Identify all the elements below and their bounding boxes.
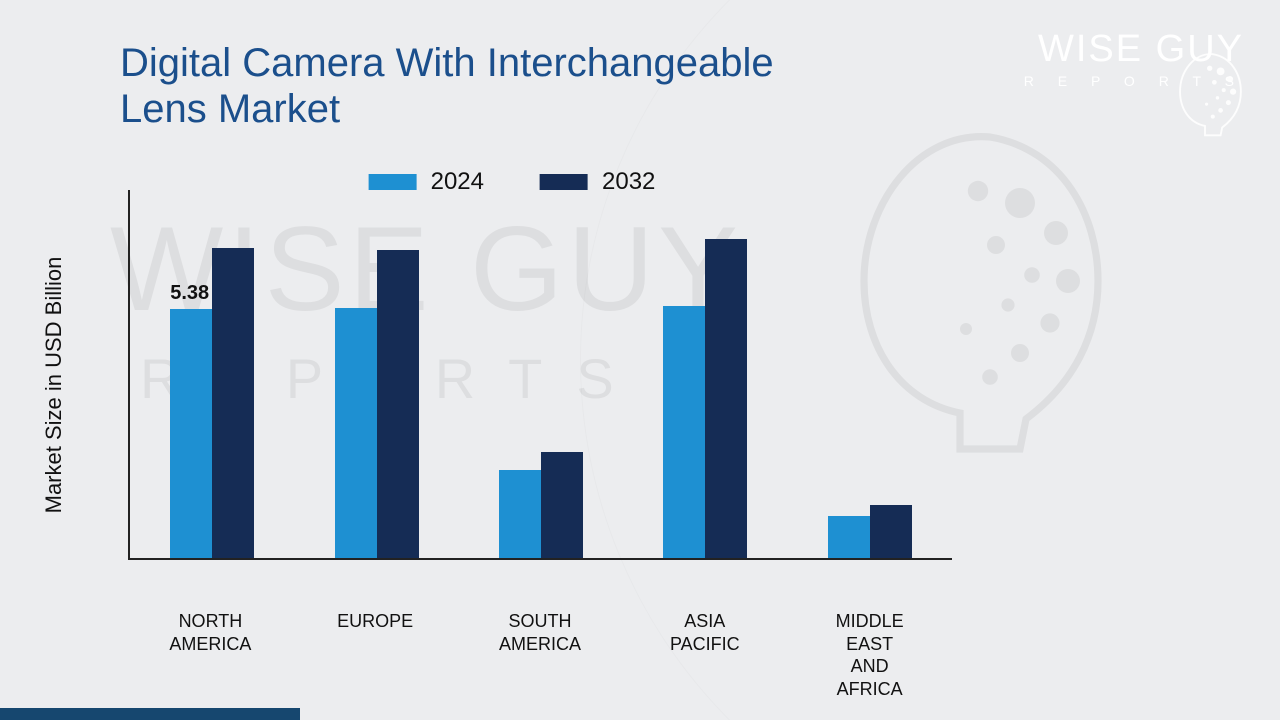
bar-series-b <box>870 505 912 558</box>
chart-title: Digital Camera With Interchangeable Lens… <box>120 40 840 132</box>
bar-chart: Market Size in USD Billion 2024 2032 5.3… <box>72 170 952 600</box>
legend-swatch-a <box>369 174 417 190</box>
bar-groups: 5.38 <box>130 190 952 558</box>
brand-logo: WISE GUY R E P O R T S <box>1024 28 1244 89</box>
bar-series-a <box>499 470 541 558</box>
x-axis-label: NORTH AMERICA <box>128 604 293 700</box>
bar-series-a <box>663 306 705 558</box>
x-axis-label: EUROPE <box>293 604 458 700</box>
legend-item-2032: 2032 <box>540 168 655 196</box>
bar-group: 5.38 <box>130 190 294 558</box>
bar-group <box>788 190 952 558</box>
bar-series-b <box>541 452 583 558</box>
bar-series-b <box>377 250 419 558</box>
y-axis-label: Market Size in USD Billion <box>41 257 67 514</box>
bar-series-b <box>705 239 747 558</box>
x-axis-label: MIDDLE EAST AND AFRICA <box>787 604 952 700</box>
bar-group <box>623 190 787 558</box>
legend-item-2024: 2024 <box>369 168 484 196</box>
bar-series-b <box>212 248 254 558</box>
x-axis-label: SOUTH AMERICA <box>458 604 623 700</box>
bar-series-a <box>170 309 212 558</box>
legend-label-a: 2024 <box>431 168 484 196</box>
brand-head-icon <box>1166 50 1244 138</box>
bar-group <box>294 190 458 558</box>
bar-value-label: 5.38 <box>170 282 209 305</box>
x-axis-labels: NORTH AMERICAEUROPESOUTH AMERICAASIA PAC… <box>128 604 952 700</box>
bar-group <box>459 190 623 558</box>
legend-label-b: 2032 <box>602 168 655 196</box>
legend: 2024 2032 <box>369 168 656 196</box>
x-axis-label: ASIA PACIFIC <box>622 604 787 700</box>
footer-accent-bar <box>0 708 300 720</box>
legend-swatch-b <box>540 174 588 190</box>
plot-area: 5.38 <box>128 190 952 560</box>
bar-series-a <box>335 308 377 558</box>
bar-series-a <box>828 516 870 558</box>
